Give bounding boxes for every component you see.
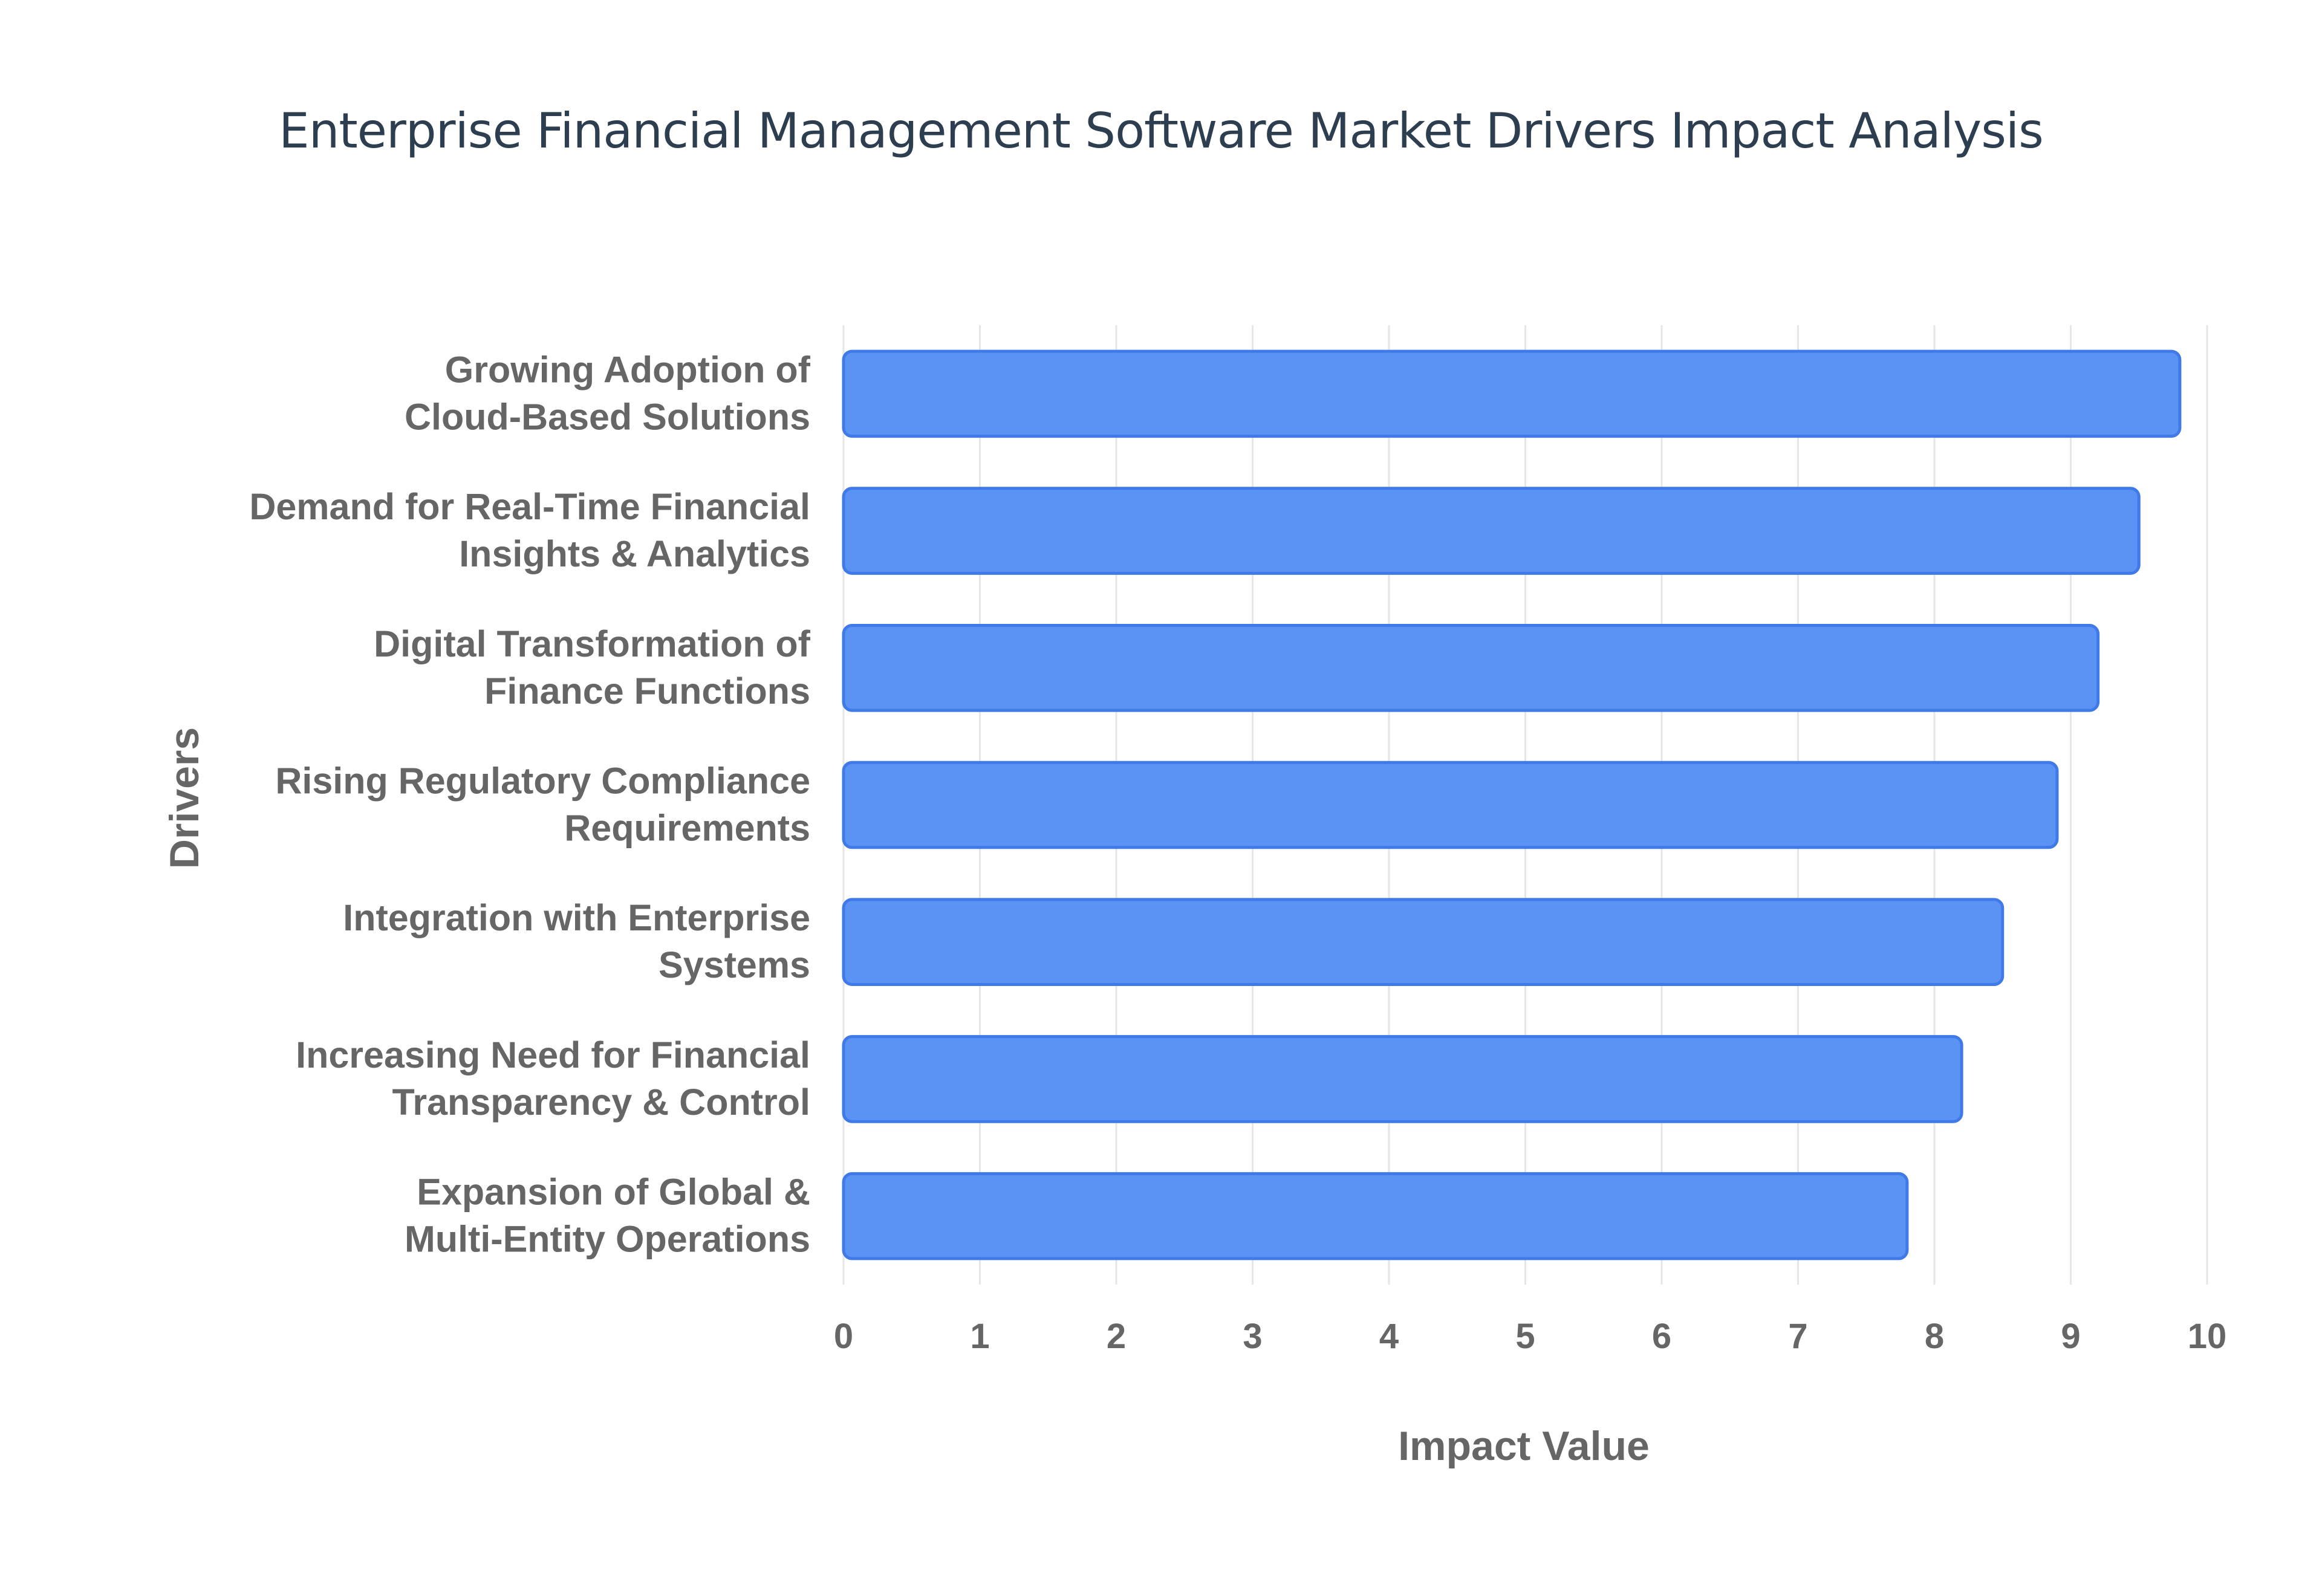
y-tick-label: Growing Adoption of Cloud-Based Solutions	[405, 349, 811, 437]
x-tick-label: 3	[1243, 1317, 1262, 1356]
y-tick-labels: Growing Adoption of Cloud-Based Solutions…	[249, 349, 810, 1259]
bar	[842, 1035, 1963, 1123]
x-tick-label: 10	[2188, 1317, 2227, 1356]
chart-title: Enterprise Financial Management Software…	[279, 103, 2044, 159]
bar	[842, 349, 2182, 438]
bar	[842, 624, 2100, 712]
x-tick-label: 8	[1925, 1317, 1944, 1356]
x-tick-label: 4	[1379, 1317, 1399, 1356]
y-tick-label: Rising Regulatory Compliance Requirements	[275, 761, 810, 849]
x-tick-labels: 0 1 2 3 4 5 6 7 8 9 10	[834, 1317, 2226, 1356]
x-tick-label: 0	[834, 1317, 853, 1356]
bar	[842, 761, 2059, 849]
x-tick-label: 1	[970, 1317, 989, 1356]
y-tick-label: Demand for Real-Time Financial Insights &…	[249, 486, 810, 574]
bar	[842, 487, 2141, 575]
y-tick-label: Increasing Need for Financial Transparenc…	[296, 1034, 810, 1123]
x-tick-label: 6	[1652, 1317, 1671, 1356]
y-axis-title: Drivers	[161, 727, 207, 869]
x-tick-label: 9	[2061, 1317, 2080, 1356]
x-tick-label: 2	[1107, 1317, 1126, 1356]
x-axis-title: Impact Value	[1398, 1423, 1650, 1469]
bars	[842, 349, 2182, 1260]
bar	[842, 1172, 1909, 1260]
y-tick-label: Integration with Enterprise Systems	[343, 897, 810, 985]
x-tick-label: 7	[1788, 1317, 1807, 1356]
x-tick-label: 5	[1515, 1317, 1535, 1356]
y-tick-label: Expansion of Global & Multi-Entity Operat…	[405, 1172, 810, 1260]
y-tick-label: Digital Transformation of Finance Functio…	[374, 623, 811, 712]
bar	[842, 898, 2005, 986]
